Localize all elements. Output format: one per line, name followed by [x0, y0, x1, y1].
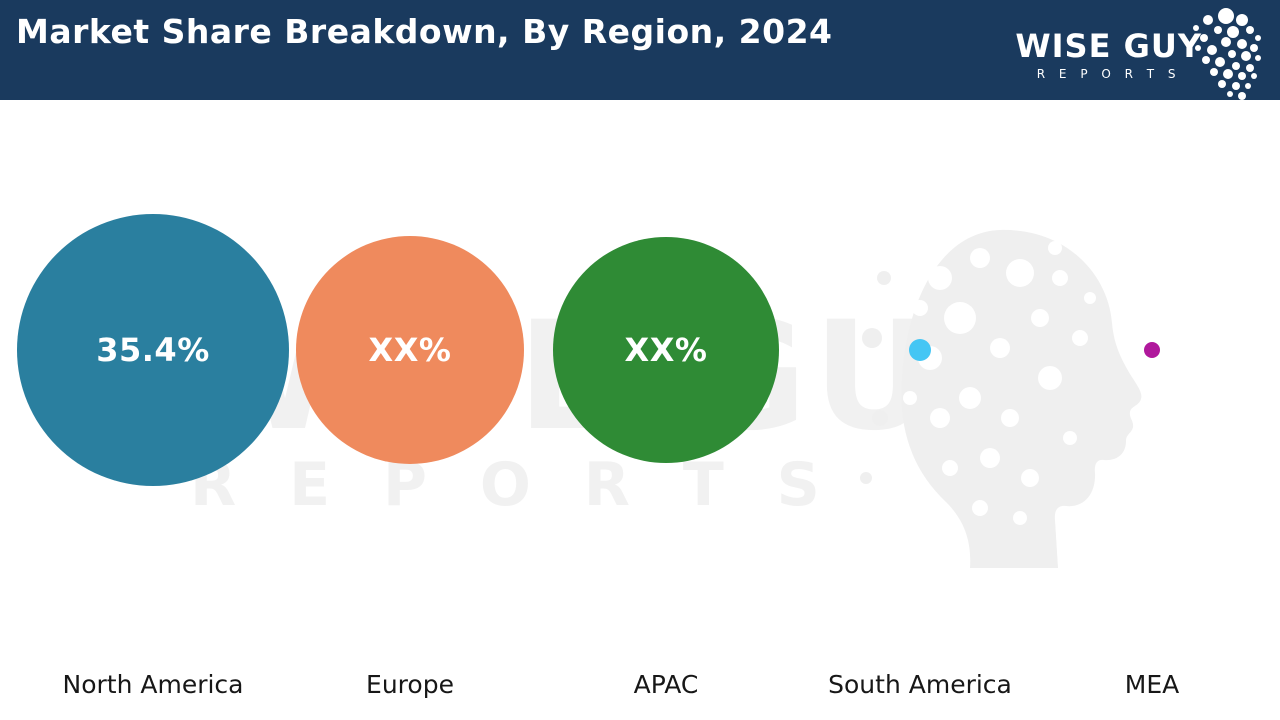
- category-label-south-america: South America: [828, 670, 1012, 699]
- bubble-europe: XX%: [296, 236, 524, 464]
- page-title: Market Share Breakdown, By Region, 2024: [16, 12, 833, 51]
- bubble-south-america: [909, 339, 931, 361]
- watermark-reports: R E P O R T S: [190, 450, 836, 520]
- logo-wordmark: WISE GUY R E P O R T S: [1015, 27, 1202, 81]
- bubble-mea: [1144, 342, 1160, 358]
- logo-head-icon: [1193, 8, 1261, 100]
- category-label-europe: Europe: [366, 670, 454, 699]
- chart-area: WISE GUY R E P O R T S 35.4% North Ameri…: [0, 100, 1280, 720]
- bubble-value-label: XX%: [368, 331, 452, 369]
- bubble-value-label: 35.4%: [96, 331, 210, 369]
- logo-wordmark-main: WISE GUY: [1015, 27, 1202, 65]
- bubble-north-america: 35.4%: [17, 214, 289, 486]
- bubble-value-label: XX%: [624, 331, 708, 369]
- header-bar: Market Share Breakdown, By Region, 2024 …: [0, 0, 1280, 100]
- category-label-apac: APAC: [633, 670, 699, 699]
- wiseguy-logo: WISE GUY R E P O R T S: [1015, 8, 1266, 100]
- category-label-north-america: North America: [62, 670, 244, 699]
- category-label-mea: MEA: [1124, 670, 1180, 699]
- logo-wordmark-sub: R E P O R T S: [1036, 67, 1181, 81]
- bubble-apac: XX%: [553, 237, 779, 463]
- watermark-head-icon: [860, 229, 1142, 568]
